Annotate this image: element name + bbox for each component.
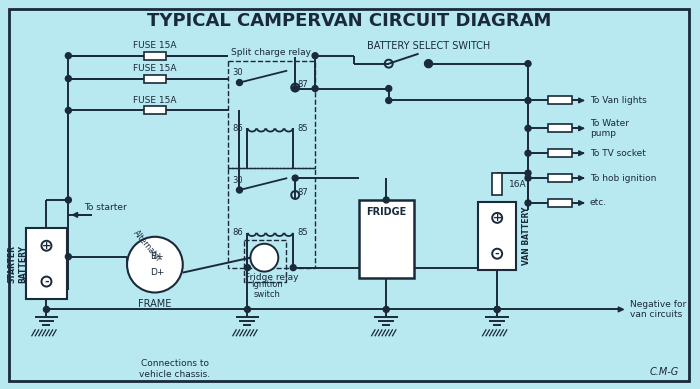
Circle shape (292, 175, 298, 181)
Circle shape (525, 170, 531, 176)
Bar (548, 149, 572, 157)
Circle shape (237, 187, 242, 193)
Text: 30: 30 (232, 175, 243, 184)
Text: Alternator: Alternator (131, 229, 163, 265)
Bar (478, 202, 516, 270)
Circle shape (290, 265, 296, 271)
Bar (228, 168, 315, 268)
Circle shape (386, 98, 392, 103)
Text: 30: 30 (232, 68, 243, 77)
Bar (548, 124, 572, 132)
Bar (228, 61, 315, 168)
Text: FRIDGE: FRIDGE (366, 207, 407, 217)
Text: 87: 87 (298, 80, 309, 89)
Circle shape (525, 200, 531, 206)
Text: etc.: etc. (589, 198, 607, 207)
Circle shape (424, 60, 433, 68)
Text: FUSE 15A: FUSE 15A (133, 96, 176, 105)
Text: 87: 87 (298, 187, 309, 196)
Circle shape (494, 307, 500, 312)
Text: +: + (42, 241, 51, 251)
Circle shape (65, 254, 71, 260)
Text: +: + (493, 213, 502, 223)
Circle shape (65, 53, 71, 59)
Text: 85: 85 (298, 228, 309, 237)
Text: -: - (495, 249, 500, 259)
Circle shape (292, 86, 298, 91)
Text: -: - (44, 277, 49, 287)
Text: VAN BATTERY: VAN BATTERY (522, 207, 531, 265)
Text: 86: 86 (232, 228, 243, 237)
Text: B+: B+ (150, 252, 164, 261)
Text: To starter: To starter (84, 203, 127, 212)
Text: C.M-G: C.M-G (650, 367, 679, 377)
Circle shape (525, 98, 531, 103)
Text: 16A: 16A (509, 180, 526, 189)
Circle shape (525, 61, 531, 67)
Circle shape (494, 307, 500, 312)
Circle shape (312, 53, 318, 59)
Circle shape (65, 197, 71, 203)
Bar (144, 52, 166, 60)
Text: TYPICAL CAMPERVAN CIRCUIT DIAGRAM: TYPICAL CAMPERVAN CIRCUIT DIAGRAM (147, 12, 551, 30)
Text: To TV socket: To TV socket (589, 149, 645, 158)
Text: FRAME: FRAME (138, 300, 172, 309)
Text: Connections to
vehicle chassis.: Connections to vehicle chassis. (139, 359, 211, 378)
Text: To Van lights: To Van lights (589, 96, 647, 105)
Text: 85: 85 (298, 124, 309, 133)
Bar (492, 173, 502, 195)
Bar (144, 107, 166, 114)
Text: D+: D+ (150, 268, 164, 277)
Circle shape (244, 265, 251, 271)
Circle shape (384, 307, 389, 312)
Text: FUSE 15A: FUSE 15A (133, 64, 176, 73)
Text: 86: 86 (232, 124, 243, 133)
Text: STARTER
BATTERY: STARTER BATTERY (8, 245, 27, 283)
Circle shape (525, 150, 531, 156)
Circle shape (525, 125, 531, 131)
Circle shape (386, 86, 392, 91)
Circle shape (127, 237, 183, 293)
Circle shape (244, 307, 251, 312)
Bar (548, 96, 572, 105)
Circle shape (251, 244, 279, 272)
Circle shape (237, 80, 242, 86)
Bar (26, 228, 67, 300)
Circle shape (384, 197, 389, 203)
Text: To hob ignition: To hob ignition (589, 173, 656, 182)
Circle shape (65, 107, 71, 114)
Circle shape (312, 86, 318, 91)
Bar (359, 200, 414, 278)
Circle shape (43, 307, 50, 312)
Text: FUSE 15A: FUSE 15A (133, 41, 176, 50)
Text: BATTERY SELECT SWITCH: BATTERY SELECT SWITCH (367, 41, 490, 51)
Text: Fridge relay: Fridge relay (244, 273, 298, 282)
Text: To Water
pump: To Water pump (589, 119, 629, 138)
Text: Ignition
switch: Ignition switch (251, 280, 284, 299)
Bar (244, 240, 286, 282)
Bar (548, 174, 572, 182)
Text: Negative for
van circuits: Negative for van circuits (629, 300, 686, 319)
Bar (548, 199, 572, 207)
Circle shape (525, 175, 531, 181)
Text: Split charge relay: Split charge relay (231, 48, 312, 57)
Bar (144, 75, 166, 82)
Circle shape (65, 75, 71, 82)
